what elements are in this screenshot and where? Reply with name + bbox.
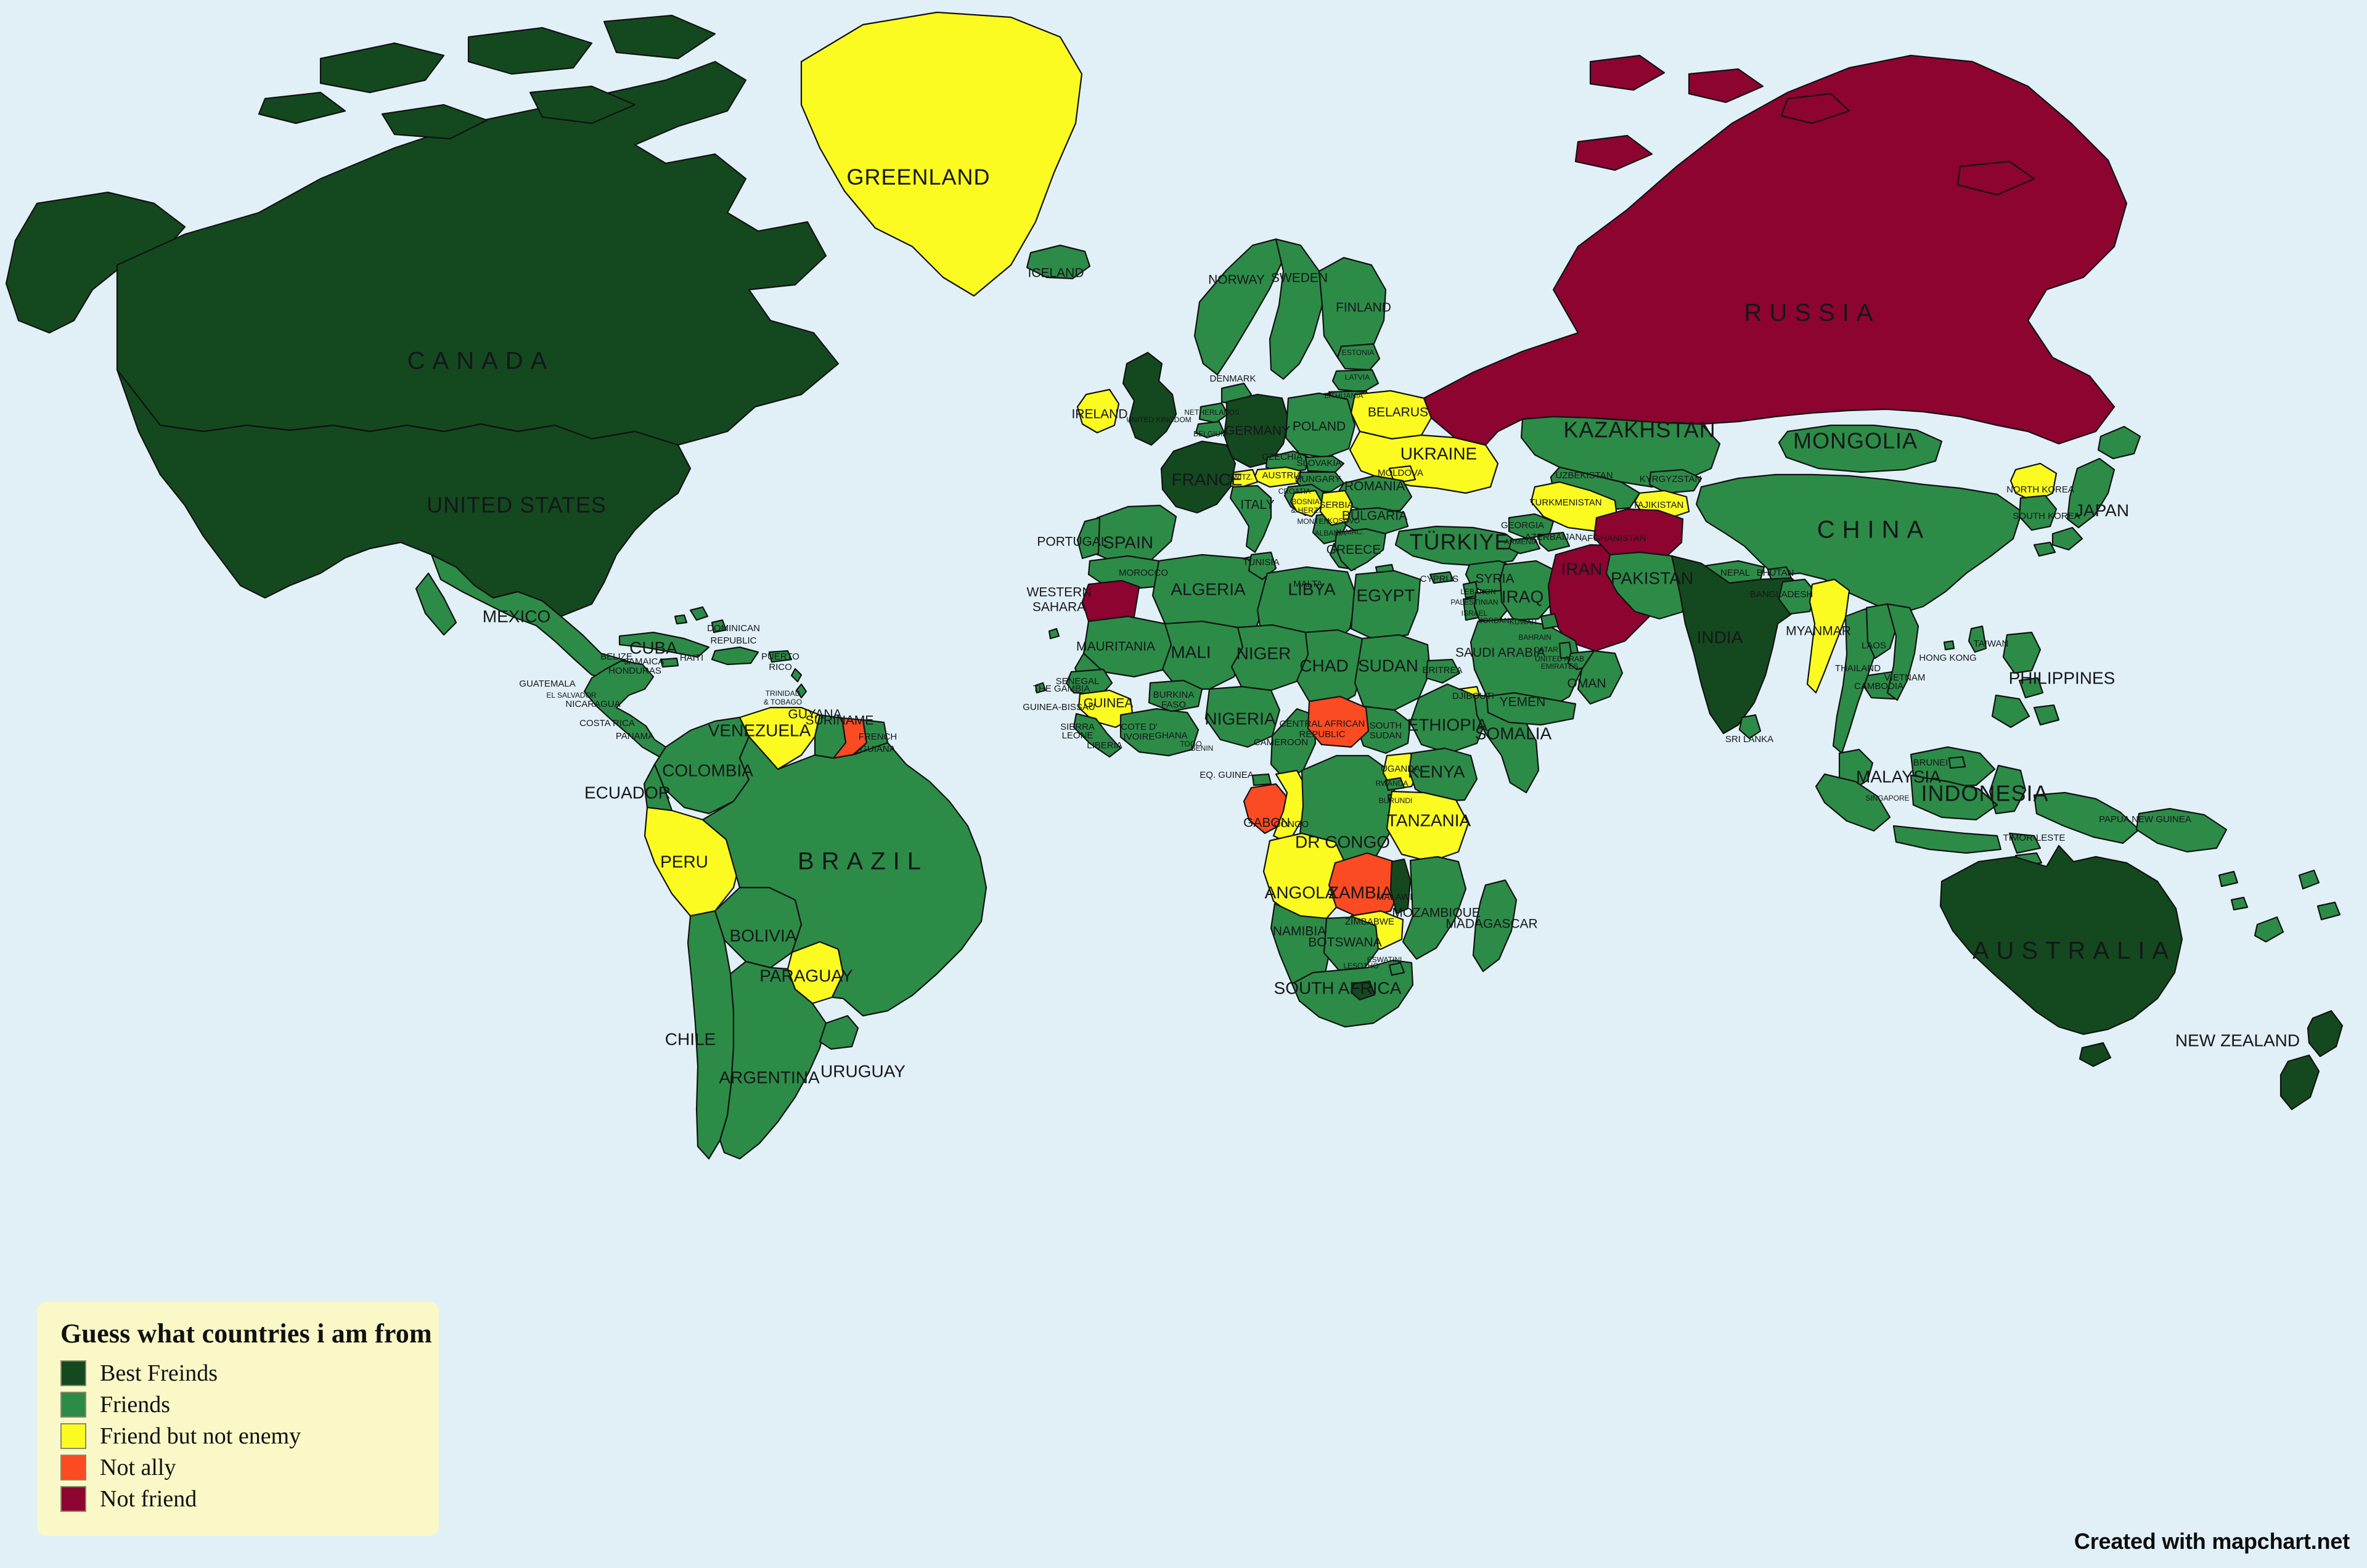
country-malawi[interactable] <box>1389 858 1412 915</box>
country-india[interactable] <box>1670 555 1809 735</box>
legend-item: Friend but not enemy <box>60 1423 422 1449</box>
legend-item: Not friend <box>60 1486 422 1512</box>
country-new-zealand[interactable] <box>2279 1010 2344 1111</box>
legend-item: Friends <box>60 1392 422 1418</box>
legend-swatch <box>60 1455 86 1480</box>
country-angola[interactable] <box>1262 832 1349 920</box>
region-pacific-islands[interactable] <box>2218 869 2341 943</box>
region-caribbean-islands[interactable] <box>660 646 807 699</box>
country-bangladesh[interactable] <box>1778 578 1817 615</box>
country-uruguay[interactable] <box>819 1015 859 1050</box>
country-portugal[interactable] <box>1076 517 1101 560</box>
country-taiwan[interactable] <box>1968 625 1987 653</box>
country-ethiopia[interactable] <box>1409 683 1488 754</box>
country-zambia[interactable] <box>1328 852 1403 920</box>
country-chad[interactable] <box>1296 629 1365 709</box>
country-ireland[interactable] <box>1076 388 1120 434</box>
country-cyprus[interactable] <box>1429 571 1455 584</box>
country-botswana[interactable] <box>1323 916 1380 971</box>
region-russia-arctic-islands[interactable] <box>1574 54 2035 196</box>
country-kuwait[interactable] <box>1540 613 1560 630</box>
country-madagascar[interactable] <box>1472 879 1518 973</box>
country-norway[interactable] <box>1193 238 1285 376</box>
country-south-korea[interactable] <box>2018 494 2058 531</box>
country-burkina-faso[interactable] <box>1148 679 1203 713</box>
country-poland[interactable] <box>1285 392 1356 459</box>
country-yemen[interactable] <box>1486 692 1577 726</box>
country-china[interactable] <box>1695 473 2023 615</box>
legend-swatch <box>60 1360 86 1386</box>
country-iraq[interactable] <box>1499 560 1560 621</box>
region-sierra-leone-liberia[interactable] <box>1073 713 1122 758</box>
country-united-states[interactable] <box>116 369 692 618</box>
country-rwanda[interactable] <box>1384 777 1405 791</box>
country-gabon[interactable] <box>1243 783 1290 835</box>
legend-title: Guess what countries i am from <box>60 1318 432 1349</box>
country-afghanistan[interactable] <box>1593 508 1684 566</box>
country-belgium[interactable] <box>1195 420 1225 439</box>
country-australia[interactable] <box>1939 844 2183 1068</box>
country-sri-lanka[interactable] <box>1738 714 1762 740</box>
country-lesotho[interactable] <box>1350 980 1376 1001</box>
country-japan[interactable] <box>2033 425 2141 557</box>
country-eritrea[interactable] <box>1425 658 1461 684</box>
country-brunei[interactable] <box>1948 756 1966 769</box>
legend-item: Not ally <box>60 1455 422 1480</box>
country-kenya[interactable] <box>1408 747 1478 802</box>
legend-rows: Best Freinds Friends Friend but not enemy N… <box>58 1360 422 1512</box>
country-peru[interactable] <box>644 806 741 917</box>
legend-label: Best Freinds <box>100 1360 218 1386</box>
country-greenland[interactable] <box>800 11 1083 297</box>
country-tanzania[interactable] <box>1386 790 1470 863</box>
country-papua-new-guinea[interactable] <box>2135 807 2228 853</box>
country-oman[interactable] <box>1577 650 1624 705</box>
country-slovakia[interactable] <box>1304 455 1345 473</box>
country-united-kingdom[interactable] <box>1122 351 1177 446</box>
country-kyrgyzstan[interactable] <box>1648 468 1703 494</box>
country-bosnia[interactable] <box>1290 489 1324 518</box>
legend-swatch <box>60 1392 86 1418</box>
country-philippines[interactable] <box>1991 631 2060 729</box>
legend-swatch <box>60 1423 86 1449</box>
region-caucasus[interactable] <box>1508 513 1571 555</box>
country-turkiye[interactable] <box>1394 525 1524 567</box>
legend-item: Best Freinds <box>60 1360 422 1386</box>
country-cuba[interactable] <box>618 631 710 658</box>
country-mali[interactable] <box>1161 620 1246 690</box>
legend-label: Friend but not enemy <box>100 1423 301 1449</box>
country-hong-kong[interactable] <box>1943 640 1955 651</box>
country-iceland[interactable] <box>1026 244 1091 280</box>
country-mongolia[interactable] <box>1778 424 1943 473</box>
attribution-text: Created with mapchart.net <box>2074 1529 2350 1554</box>
country-eswatini[interactable] <box>1388 962 1405 976</box>
country-netherlands[interactable] <box>1198 402 1229 424</box>
country-myanmar[interactable] <box>1806 578 1850 694</box>
country-france[interactable] <box>1160 440 1237 514</box>
country-equatorial-guinea[interactable] <box>1251 773 1272 786</box>
country-argentina[interactable] <box>719 960 827 1160</box>
country-cameroon[interactable] <box>1270 708 1317 780</box>
country-mozambique[interactable] <box>1402 855 1467 960</box>
legend-label: Friends <box>100 1392 170 1418</box>
region-canadian-arctic[interactable] <box>258 14 716 140</box>
country-sweden[interactable] <box>1269 238 1323 380</box>
country-egypt[interactable] <box>1350 570 1421 641</box>
country-central-african-republic[interactable] <box>1307 695 1370 748</box>
country-serbia[interactable] <box>1319 489 1354 526</box>
country-vietnam[interactable] <box>1886 603 1919 701</box>
map-legend: Guess what countries i am from Best Frei… <box>37 1302 439 1536</box>
country-indonesia[interactable] <box>1815 764 2140 854</box>
country-alaska[interactable] <box>5 191 186 334</box>
region-misc-islands[interactable] <box>1034 627 1060 694</box>
country-brazil[interactable] <box>701 735 987 1017</box>
region-bahamas[interactable] <box>674 606 727 634</box>
legend-label: Not ally <box>100 1455 176 1480</box>
legend-label: Not friend <box>100 1486 197 1512</box>
country-niger[interactable] <box>1230 624 1312 692</box>
legend-swatch <box>60 1486 86 1512</box>
